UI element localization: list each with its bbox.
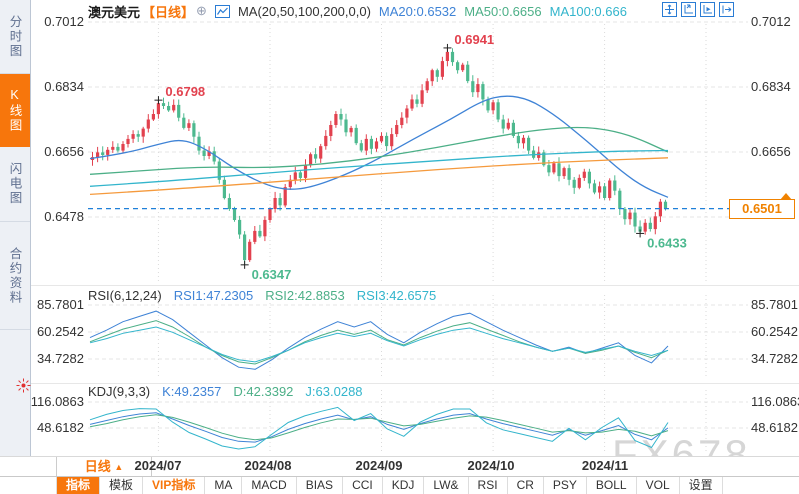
expand-right-icon[interactable] bbox=[719, 2, 734, 17]
tab-cci[interactable]: CCI bbox=[343, 477, 383, 494]
price-axis-label-right: 0.6656 bbox=[751, 144, 791, 159]
price-axis-label-left: 0.6834 bbox=[44, 79, 84, 94]
rsi3-value: RSI3:42.6575 bbox=[356, 288, 437, 303]
period-tag: 【日线】 bbox=[142, 4, 195, 20]
rsi1-value: RSI1:47.2305 bbox=[173, 288, 254, 303]
rsi2-value: RSI2:42.8853 bbox=[265, 288, 345, 303]
time-axis-row: 日线 ▲ 2024/07 2024/08 2024/09 2024/10 202… bbox=[0, 456, 799, 477]
tab-vip-indicators[interactable]: VIP指标 bbox=[143, 477, 206, 494]
kdj-axis-label-left: 48.6182 bbox=[37, 420, 84, 435]
instrument-name: 澳元美元 bbox=[88, 4, 141, 20]
tab-ma[interactable]: MA bbox=[205, 477, 243, 494]
rsi-axis-label-right: 34.7282 bbox=[751, 351, 798, 366]
kdj-axis-label-right: 48.6182 bbox=[751, 420, 798, 435]
axis-zoom-icon[interactable] bbox=[681, 2, 696, 17]
month-label: 2024/08 bbox=[244, 458, 292, 473]
svg-text:0.6347: 0.6347 bbox=[252, 267, 292, 282]
kdj-title: KDJ(9,3,3) bbox=[88, 384, 151, 399]
kdj-header: KDJ(9,3,3) K:49.2357 D:42.3392 J:63.0288 bbox=[88, 384, 363, 399]
indicator-tab-bar: 指标 模板 VIP指标 MA MACD BIAS CCI KDJ LW& RSI… bbox=[0, 476, 799, 494]
month-label: 2024/11 bbox=[581, 458, 629, 473]
panel-separator bbox=[31, 383, 799, 384]
alert-flash-icon[interactable] bbox=[16, 378, 31, 398]
tab-boll[interactable]: BOLL bbox=[587, 477, 637, 494]
tab-spacer bbox=[0, 477, 57, 494]
price-axis-label-right: 0.6834 bbox=[751, 79, 791, 94]
triangle-up-icon: ▲ bbox=[114, 462, 124, 472]
chart-type-sidebar: 分时图 K线图 闪电图 合约资料 bbox=[0, 0, 31, 456]
kdj-k-value: K:49.2357 bbox=[162, 384, 222, 399]
panel-separator bbox=[31, 285, 799, 286]
price-flag-icon bbox=[780, 193, 792, 200]
svg-text:0.6798: 0.6798 bbox=[165, 84, 205, 99]
rsi-header: RSI(6,12,24) RSI1:47.2305 RSI2:42.8853 R… bbox=[88, 288, 436, 303]
ma-formula: MA(20,50,100,200,0,0) bbox=[237, 3, 371, 19]
rsi-axis-label-left: 34.7282 bbox=[37, 351, 84, 366]
ma50-value: MA50:0.6656 bbox=[464, 3, 542, 19]
tab-macd[interactable]: MACD bbox=[242, 477, 297, 494]
tab-settings[interactable]: 设置 bbox=[680, 477, 723, 494]
rsi-axis-label-right: 85.7801 bbox=[751, 297, 798, 312]
axis-play-icon[interactable] bbox=[700, 2, 715, 17]
chart-toolbar bbox=[662, 2, 734, 17]
tab-kdj[interactable]: KDJ bbox=[383, 477, 425, 494]
tab-psy[interactable]: PSY bbox=[544, 477, 587, 494]
tab-indicators[interactable]: 指标 bbox=[57, 477, 101, 494]
rsi-title: RSI(6,12,24) bbox=[88, 288, 162, 303]
add-compare-icon[interactable]: ⊕ bbox=[196, 3, 207, 18]
tab-bias[interactable]: BIAS bbox=[297, 477, 344, 494]
sidebar-item-kline-chart[interactable]: K线图 bbox=[0, 74, 30, 147]
tab-lwr[interactable]: LW& bbox=[424, 477, 469, 494]
sidebar-item-lightning-chart[interactable]: 闪电图 bbox=[0, 147, 30, 222]
ma20-value: MA20:0.6532 bbox=[378, 3, 457, 19]
current-price-box: 0.6501 bbox=[729, 199, 795, 219]
rsi-axis-label-left: 60.2542 bbox=[37, 324, 84, 339]
tab-templates[interactable]: 模板 bbox=[100, 477, 144, 494]
price-axis-label-left: 0.7012 bbox=[44, 14, 84, 29]
price-axis-label-left: 0.6656 bbox=[44, 144, 84, 159]
sidebar-item-contract-info[interactable]: 合约资料 bbox=[0, 222, 30, 330]
sidebar-item-timeline-chart[interactable]: 分时图 bbox=[0, 0, 30, 74]
month-label: 2024/09 bbox=[355, 458, 403, 473]
svg-text:0.6941: 0.6941 bbox=[454, 32, 494, 47]
svg-text:0.6433: 0.6433 bbox=[647, 235, 687, 250]
ma100-value: MA100:0.666 bbox=[549, 3, 627, 19]
kdj-axis-label-right: 116.0863 bbox=[751, 394, 799, 409]
main-candlestick-chart[interactable]: 0.6798 0.6347 0.6941 0.6433 bbox=[0, 0, 799, 285]
kdj-indicator-panel[interactable] bbox=[0, 388, 799, 457]
rsi-axis-label-left: 85.7801 bbox=[37, 297, 84, 312]
month-label: 2024/10 bbox=[467, 458, 515, 473]
kdj-d-value: D:42.3392 bbox=[233, 384, 294, 399]
tab-vol[interactable]: VOL bbox=[637, 477, 680, 494]
tab-cr[interactable]: CR bbox=[508, 477, 544, 494]
pan-move-icon[interactable] bbox=[662, 2, 677, 17]
chart-line-icon[interactable] bbox=[214, 4, 230, 18]
kdj-j-value: J:63.0288 bbox=[305, 384, 363, 399]
price-axis-label-right: 0.7012 bbox=[751, 14, 791, 29]
chart-header: 澳元美元 【日线】 ⊕ MA(20,50,100,200,0,0) MA20:0.6… bbox=[88, 2, 627, 20]
month-label: 2024/07 bbox=[134, 458, 182, 473]
tab-rsi[interactable]: RSI bbox=[469, 477, 508, 494]
rsi-indicator-panel[interactable] bbox=[0, 293, 799, 381]
kdj-axis-label-left: 116.0863 bbox=[30, 394, 84, 409]
rsi-axis-label-right: 60.2542 bbox=[751, 324, 798, 339]
price-axis-label-left: 0.6478 bbox=[44, 209, 84, 224]
period-selector[interactable]: 日线 ▲ bbox=[56, 457, 152, 477]
